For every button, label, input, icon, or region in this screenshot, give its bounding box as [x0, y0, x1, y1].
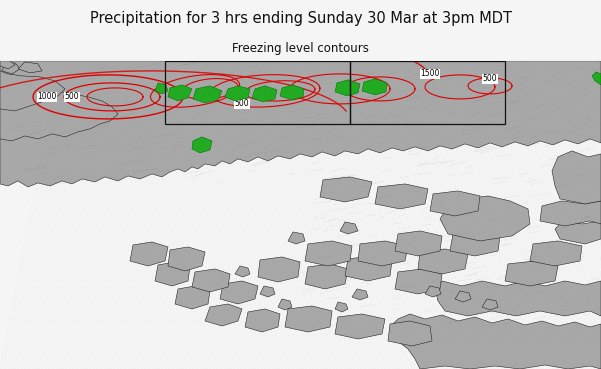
Polygon shape: [245, 309, 280, 332]
Polygon shape: [205, 304, 242, 326]
Polygon shape: [155, 83, 168, 94]
Text: 1000: 1000: [37, 92, 56, 101]
Polygon shape: [395, 231, 442, 256]
Bar: [350, 61, 505, 124]
Polygon shape: [0, 61, 15, 69]
Polygon shape: [0, 61, 601, 187]
Polygon shape: [175, 286, 210, 309]
Polygon shape: [425, 286, 441, 297]
Polygon shape: [530, 241, 582, 266]
Polygon shape: [168, 85, 192, 101]
Polygon shape: [592, 72, 601, 85]
Polygon shape: [552, 151, 601, 204]
Polygon shape: [280, 85, 304, 100]
Polygon shape: [130, 242, 168, 266]
Polygon shape: [18, 62, 42, 73]
Polygon shape: [0, 71, 65, 111]
Polygon shape: [155, 262, 190, 286]
Polygon shape: [375, 184, 428, 209]
Polygon shape: [555, 221, 601, 244]
Polygon shape: [235, 266, 250, 277]
Polygon shape: [455, 291, 471, 302]
Polygon shape: [340, 222, 358, 234]
Polygon shape: [418, 249, 468, 274]
Polygon shape: [450, 231, 500, 256]
Polygon shape: [540, 201, 601, 226]
Polygon shape: [390, 314, 601, 369]
Text: Precipitation for 3 hrs ending Sunday 30 Mar at 3pm MDT: Precipitation for 3 hrs ending Sunday 30…: [90, 11, 511, 26]
Polygon shape: [193, 86, 222, 103]
Text: 1500: 1500: [420, 69, 440, 78]
Polygon shape: [0, 84, 118, 141]
Polygon shape: [435, 281, 601, 316]
Polygon shape: [305, 264, 348, 289]
Polygon shape: [260, 286, 275, 297]
Bar: [165, 61, 350, 124]
Polygon shape: [482, 299, 498, 310]
Polygon shape: [335, 302, 348, 312]
Polygon shape: [430, 191, 480, 216]
Polygon shape: [358, 241, 408, 266]
Polygon shape: [258, 257, 300, 282]
Polygon shape: [168, 247, 205, 271]
Polygon shape: [252, 86, 277, 102]
Polygon shape: [395, 269, 442, 294]
Polygon shape: [362, 79, 387, 95]
Polygon shape: [288, 232, 305, 244]
Polygon shape: [440, 196, 530, 241]
Polygon shape: [505, 261, 558, 286]
Polygon shape: [320, 177, 372, 202]
Polygon shape: [285, 306, 332, 332]
Text: 500: 500: [65, 92, 79, 101]
Polygon shape: [278, 299, 292, 310]
Polygon shape: [345, 256, 392, 281]
Polygon shape: [305, 241, 352, 266]
Polygon shape: [335, 80, 360, 96]
Polygon shape: [192, 269, 230, 292]
Polygon shape: [2, 63, 20, 74]
Polygon shape: [225, 86, 250, 101]
Text: 500: 500: [234, 99, 249, 108]
Polygon shape: [220, 281, 258, 304]
Polygon shape: [388, 321, 432, 346]
Polygon shape: [335, 314, 385, 339]
Text: Freezing level contours: Freezing level contours: [232, 42, 369, 55]
Polygon shape: [352, 289, 368, 300]
Polygon shape: [192, 137, 212, 153]
Text: 500: 500: [483, 75, 497, 83]
